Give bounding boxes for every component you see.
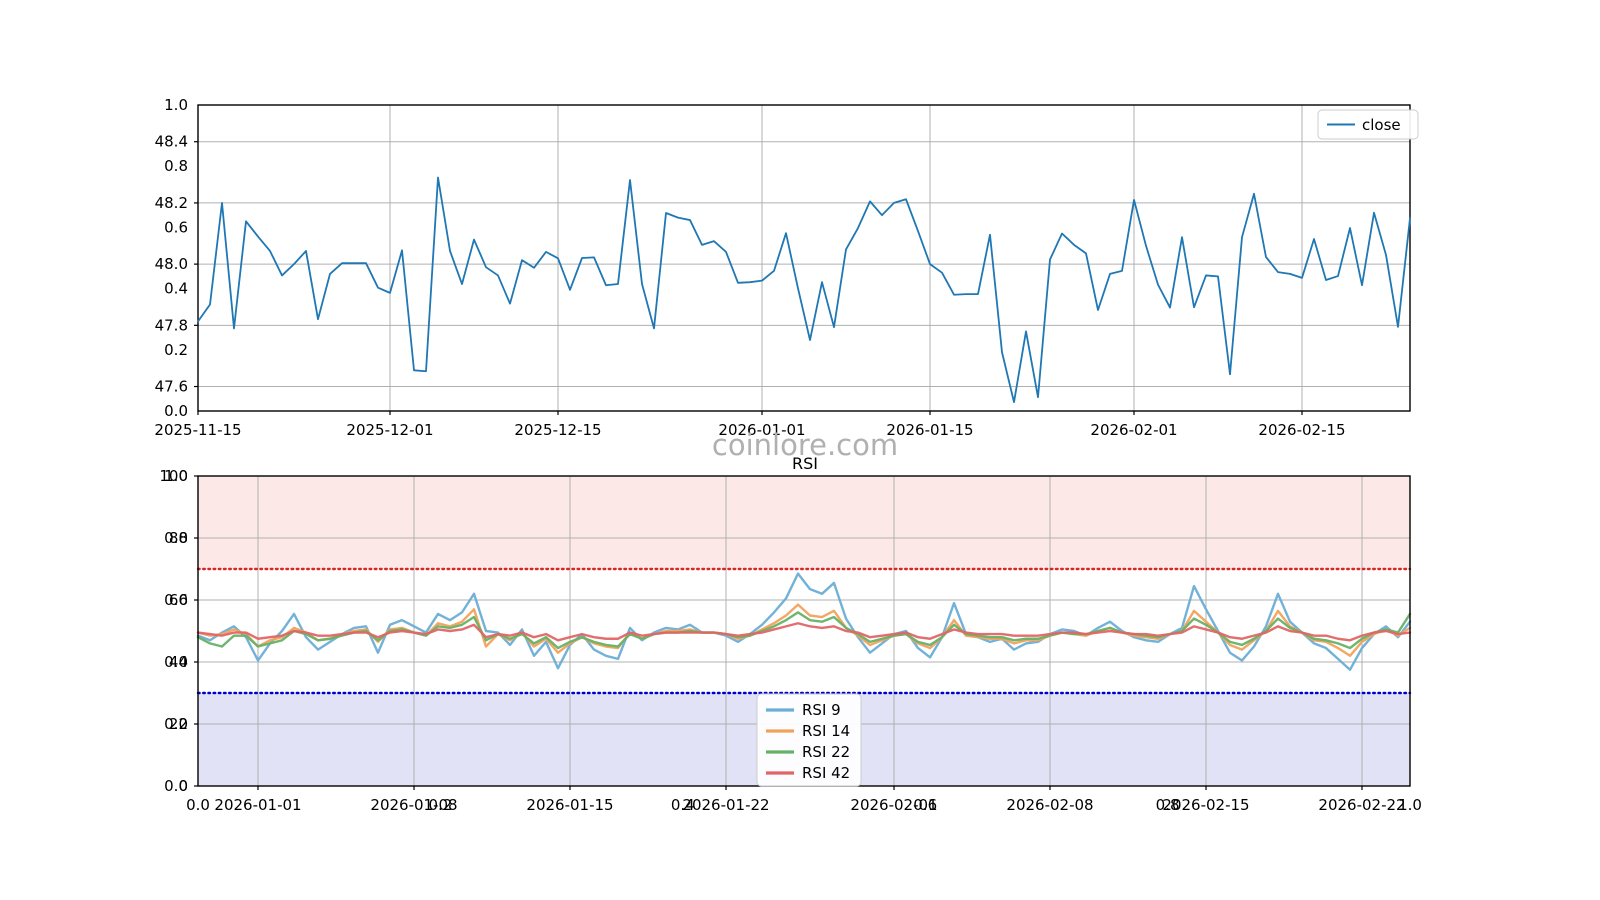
price-ytick-label: 48.4: [155, 133, 188, 151]
price-ytick-label: 48.0: [155, 255, 188, 273]
price-phantom-ytick-label: 1.0: [164, 96, 188, 114]
rsi-ytick-label: 100: [159, 467, 188, 485]
price-xtick-label: 2026-02-15: [1258, 421, 1345, 439]
rsi-phantom-ytick-label: 0.2: [164, 715, 188, 733]
rsi-xtick-label: 2026-02-01: [850, 796, 937, 814]
rsi-panel-title: RSI: [792, 454, 818, 473]
rsi-phantom-ytick-label: 1.0: [164, 467, 188, 485]
rsi-panel: 0 20 40 60 80 100 0.0 0.2 0.4 0.6 0.8 1.0 2026-01-01…: [159, 467, 1422, 814]
price-phantom-ytick-label: 0.2: [164, 341, 188, 359]
rsi-legend-entry-rsi42[interactable]: RSI 42: [766, 764, 850, 782]
rsi14-line: [196, 603, 1412, 657]
price-phantom-ytick-label: 0.8: [164, 157, 188, 175]
rsi22-line: [196, 611, 1412, 650]
rsi-phantom-ytick-label: 0.8: [164, 529, 188, 547]
rsi-phantom-ytick-label: 0.4: [164, 653, 188, 671]
rsi-legend-box: [756, 693, 862, 787]
rsi-xtick-label: 2026-01-15: [526, 796, 613, 814]
rsi-xtick-label: 2026-02-08: [1006, 796, 1093, 814]
rsi-ytick-label: 80: [169, 529, 188, 547]
price-xtick-label: 2026-01-01: [718, 421, 805, 439]
rsi-phantom-xtick-label: 0.0: [186, 796, 210, 814]
rsi9-line: [196, 572, 1412, 671]
price-xtick-label: 2025-12-15: [514, 421, 601, 439]
rsi-legend-entry-rsi14[interactable]: RSI 14: [766, 722, 850, 740]
rsi-legend-entry-rsi22[interactable]: RSI 22: [766, 743, 850, 761]
price-plot-frame: [197, 104, 1411, 412]
price-xtick-label: 2026-02-01: [1090, 421, 1177, 439]
rsi-ytick-label: 0: [178, 777, 188, 795]
rsi42-line: [196, 622, 1412, 642]
rsi-overbought-band: [198, 476, 1410, 569]
rsi-legend[interactable]: RSI 9 RSI 14 RSI 22 RSI 42: [756, 693, 862, 787]
price-phantom-ytick-label: 0.4: [164, 280, 188, 298]
price-phantom-ytick-label: 0.0: [164, 402, 188, 420]
rsi-legend-label: RSI 22: [802, 743, 850, 761]
rsi-phantom-ytick-label: 0.6: [164, 591, 188, 609]
rsi-xtick-label: 2026-01-01: [214, 796, 301, 814]
rsi-xtick-label: 2026-01-08: [370, 796, 457, 814]
rsi-legend-label: RSI 14: [802, 722, 850, 740]
price-panel: 47.6 47.8 48.0 48.2 48.4 0.0 0.2 0.4 0.6 0.8 1.0 20…: [154, 96, 1419, 439]
rsi-phantom-xtick-label: 1.0: [1398, 796, 1422, 814]
price-ytick-label: 48.2: [155, 194, 188, 212]
close-price-line: [197, 176, 1411, 404]
price-xtick-label: 2026-01-15: [886, 421, 973, 439]
price-xtick-label: 2025-11-15: [154, 421, 241, 439]
price-legend-box: [1317, 109, 1419, 140]
rsi-ytick-label: 40: [169, 653, 188, 671]
rsi-phantom-xtick-label: 0.8: [1156, 796, 1180, 814]
price-ytick-label: 47.8: [155, 316, 188, 334]
coinlore-watermark: coinlore.com: [712, 428, 898, 462]
price-ytick-label: 47.6: [155, 378, 188, 396]
rsi-phantom-xtick-label: 0.2: [428, 796, 452, 814]
price-legend-label-close: close: [1362, 116, 1401, 134]
rsi-phantom-xtick-label: 0.6: [913, 796, 937, 814]
price-legend[interactable]: close: [1317, 109, 1419, 140]
rsi-ytick-label: 20: [169, 715, 188, 733]
rsi-xtick-label: 2026-02-22: [1318, 796, 1405, 814]
rsi-phantom-xtick-label: 0.4: [671, 796, 695, 814]
rsi-legend-entry-rsi9[interactable]: RSI 9: [766, 701, 841, 719]
price-xtick-label: 2025-12-01: [346, 421, 433, 439]
rsi-xtick-label: 2026-01-22: [682, 796, 769, 814]
price-phantom-ytick-label: 0.6: [164, 218, 188, 236]
rsi-phantom-ytick-label: 0.0: [164, 777, 188, 795]
rsi-ytick-label: 60: [169, 591, 188, 609]
rsi-xtick-label: 2026-02-15: [1162, 796, 1249, 814]
rsi-legend-label: RSI 9: [802, 701, 841, 719]
rsi-legend-label: RSI 42: [802, 764, 850, 782]
